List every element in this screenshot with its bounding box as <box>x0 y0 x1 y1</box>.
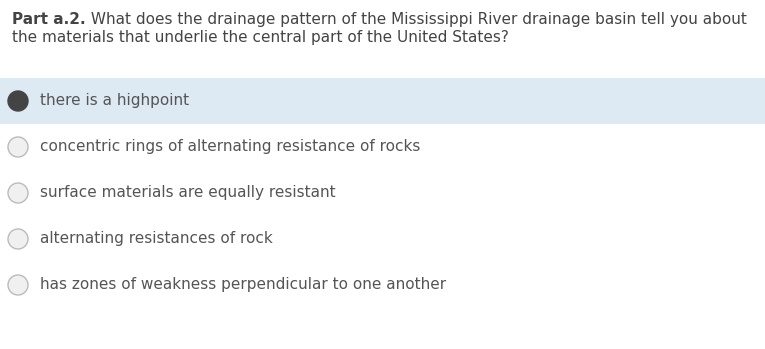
Bar <box>0 78 765 124</box>
Text: has zones of weakness perpendicular to one another: has zones of weakness perpendicular to o… <box>40 277 446 292</box>
Circle shape <box>8 183 28 203</box>
Text: the materials that underlie the central part of the United States?: the materials that underlie the central … <box>12 30 509 45</box>
Text: surface materials are equally resistant: surface materials are equally resistant <box>40 186 336 200</box>
Text: alternating resistances of rock: alternating resistances of rock <box>40 231 273 246</box>
Circle shape <box>8 91 28 111</box>
Text: Part a.2.: Part a.2. <box>12 12 86 27</box>
Text: What does the drainage pattern of the Mississippi River drainage basin tell you : What does the drainage pattern of the Mi… <box>86 12 747 27</box>
Circle shape <box>8 137 28 157</box>
Circle shape <box>8 229 28 249</box>
Circle shape <box>8 275 28 295</box>
Text: there is a highpoint: there is a highpoint <box>40 94 189 109</box>
Text: concentric rings of alternating resistance of rocks: concentric rings of alternating resistan… <box>40 140 421 155</box>
